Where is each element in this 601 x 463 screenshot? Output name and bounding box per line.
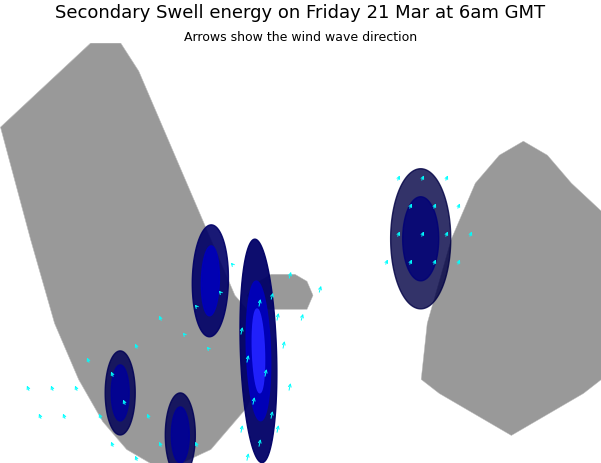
Polygon shape: [105, 351, 135, 435]
Text: Secondary Swell energy on Friday 21 Mar at 6am GMT: Secondary Swell energy on Friday 21 Mar …: [55, 4, 546, 22]
Polygon shape: [111, 365, 129, 421]
Polygon shape: [252, 309, 264, 393]
Polygon shape: [192, 225, 228, 337]
Polygon shape: [201, 246, 219, 316]
Polygon shape: [403, 197, 439, 281]
Polygon shape: [171, 407, 189, 463]
Polygon shape: [165, 393, 195, 463]
Polygon shape: [240, 239, 277, 463]
Polygon shape: [391, 169, 451, 309]
Polygon shape: [246, 281, 270, 421]
Text: Arrows show the wind wave direction: Arrows show the wind wave direction: [184, 31, 417, 44]
